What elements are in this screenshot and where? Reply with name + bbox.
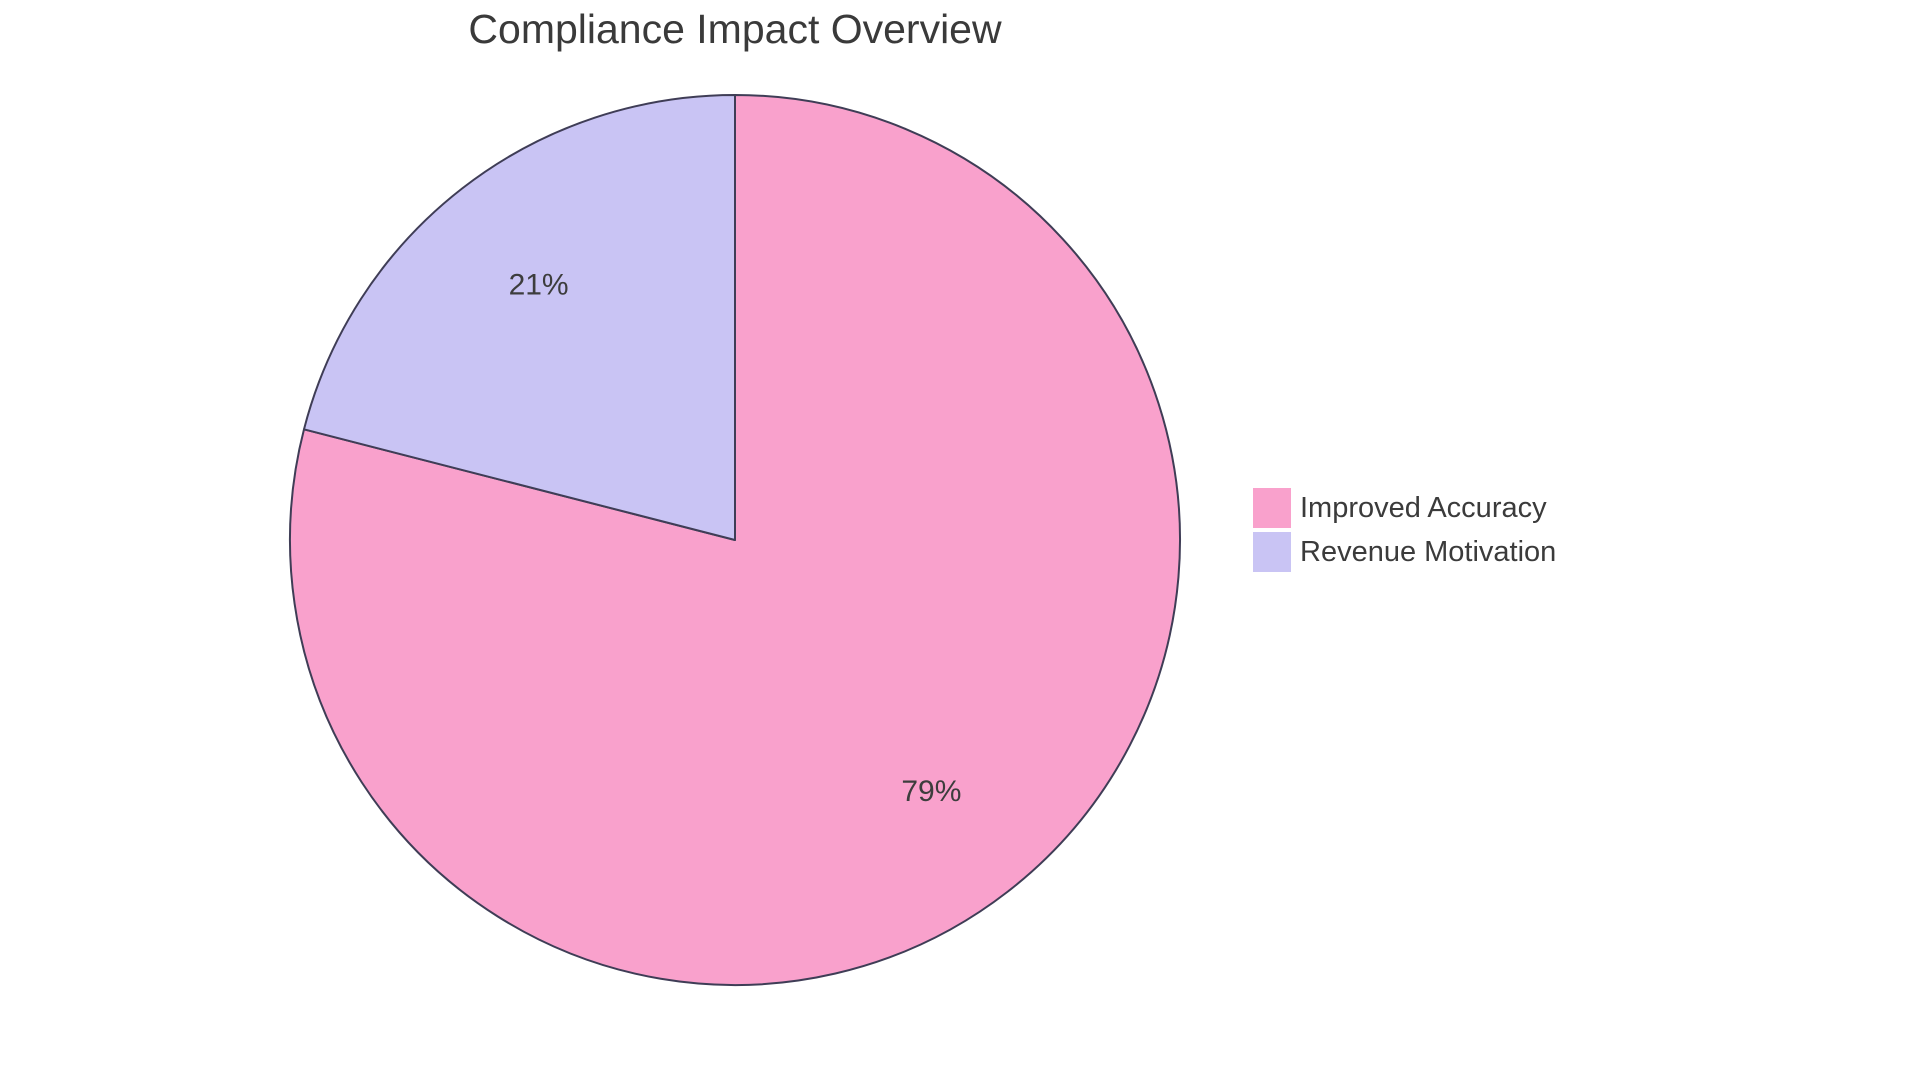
pie-slice-revenue-motivation (302, 94, 736, 541)
pie-slice-labels: 79% 21% (509, 269, 962, 808)
legend-item: Revenue Motivation (1253, 532, 1556, 572)
legend-label: Revenue Motivation (1300, 536, 1557, 568)
legend-swatch (1253, 532, 1291, 572)
legend-swatch (1253, 488, 1291, 528)
pie-slice-label: 21% (509, 269, 569, 302)
legend: Improved Accuracy Revenue Motivation (1253, 488, 1556, 576)
pie-slices (289, 94, 1181, 986)
chart-title: Compliance Impact Overview (468, 6, 1002, 52)
legend-label: Improved Accuracy (1300, 492, 1547, 524)
legend-item: Improved Accuracy (1253, 488, 1556, 528)
pie-slice-label: 79% (901, 775, 961, 808)
